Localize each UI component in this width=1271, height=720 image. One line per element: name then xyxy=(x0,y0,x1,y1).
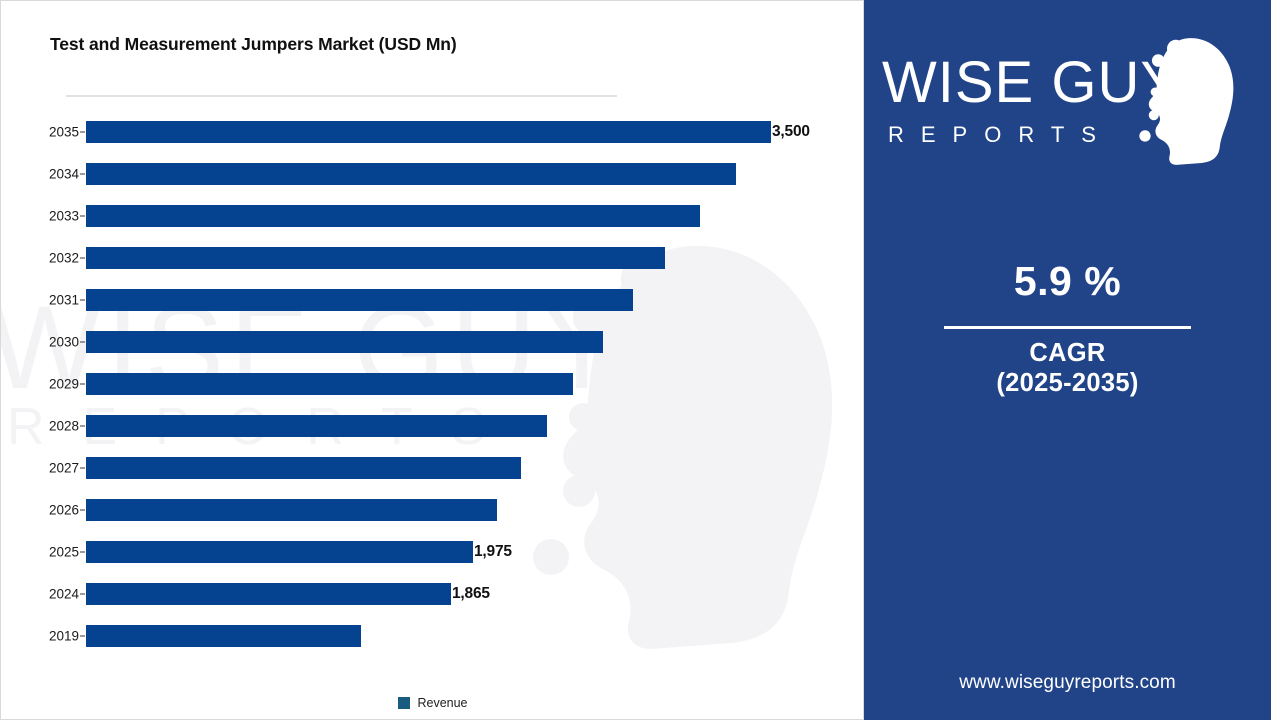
axis-tick xyxy=(80,551,85,553)
bar-2033[interactable] xyxy=(86,205,700,227)
axis-tick xyxy=(80,593,85,595)
brand-logo: WISE GUY REPORTS xyxy=(864,38,1271,168)
cagr-value: 5.9 % xyxy=(1013,258,1122,304)
axis-tick xyxy=(80,215,85,217)
website-url: www.wiseguyreports.com xyxy=(959,672,1176,693)
category-label-2025: 2025 xyxy=(48,544,79,560)
bar-2029[interactable] xyxy=(86,373,573,395)
chart-bar-row: 2026 xyxy=(1,489,863,531)
category-label-2024: 2024 xyxy=(48,586,79,602)
bar-chart-plot: 2035 3,500 2034 2033 2032 2031 2030 2029 2028 202… xyxy=(1,111,863,661)
logo-wordmark-line1: WISE GUY xyxy=(882,50,1181,115)
bar-value-label-2024: 1,865 xyxy=(452,585,490,602)
category-label-2033: 2033 xyxy=(48,208,79,224)
axis-tick xyxy=(80,131,85,133)
bar-2031[interactable] xyxy=(86,289,633,311)
logo-wordmark-line2: REPORTS xyxy=(888,122,1113,147)
title-divider xyxy=(66,95,617,97)
bar-2026[interactable] xyxy=(86,499,497,521)
axis-tick xyxy=(80,383,85,385)
chart-bar-row: 2034 xyxy=(1,153,863,195)
category-label-2019: 2019 xyxy=(48,628,79,644)
chart-title: Test and Measurement Jumpers Market (USD… xyxy=(50,34,457,54)
chart-bar-row: 2029 xyxy=(1,363,863,405)
chart-bar-row: 2025 1,975 xyxy=(1,531,863,573)
bar-2030[interactable] xyxy=(86,331,603,353)
category-label-2032: 2032 xyxy=(48,250,79,266)
category-label-2034: 2034 xyxy=(48,166,79,182)
axis-tick xyxy=(80,467,85,469)
bar-2034[interactable] xyxy=(86,163,736,185)
chart-bar-row: 2027 xyxy=(1,447,863,489)
axis-tick xyxy=(80,173,85,175)
category-label-2029: 2029 xyxy=(48,376,79,392)
bar-value-label-2035: 3,500 xyxy=(772,123,810,140)
cagr-caption-line1: CAGR xyxy=(1029,339,1106,367)
chart-bar-row: 2030 xyxy=(1,321,863,363)
chart-bar-row: 2032 xyxy=(1,237,863,279)
category-label-2027: 2027 xyxy=(48,460,79,476)
axis-tick xyxy=(80,299,85,301)
axis-tick xyxy=(80,257,85,259)
cagr-caption: CAGR (2025-2035) xyxy=(864,338,1271,398)
bar-2025[interactable] xyxy=(86,541,473,563)
bar-2027[interactable] xyxy=(86,457,521,479)
category-label-2028: 2028 xyxy=(48,418,79,434)
bar-2028[interactable] xyxy=(86,415,547,437)
bar-2032[interactable] xyxy=(86,247,665,269)
side-panel: WISE GUY REPORTS xyxy=(864,0,1271,720)
bar-value-label-2025: 1,975 xyxy=(474,543,512,560)
bar-2024[interactable] xyxy=(86,583,451,605)
category-label-2030: 2030 xyxy=(48,334,79,350)
category-label-2026: 2026 xyxy=(48,502,79,518)
cagr-caption-line2: (2025-2035) xyxy=(996,369,1139,398)
bar-2019[interactable] xyxy=(86,625,361,647)
chart-legend: Revenue xyxy=(1,696,863,710)
axis-tick xyxy=(80,425,85,427)
logo-head-profile-icon xyxy=(1139,38,1234,165)
chart-bar-row: 2031 xyxy=(1,279,863,321)
axis-tick xyxy=(80,635,85,637)
axis-tick xyxy=(80,341,85,343)
chart-card: WISE GUY REPORTS xyxy=(0,0,864,720)
axis-tick xyxy=(80,509,85,511)
legend-swatch-revenue xyxy=(398,697,411,709)
cagr-divider xyxy=(944,326,1191,329)
chart-bar-row: 2028 xyxy=(1,405,863,447)
chart-bar-row: 2024 1,865 xyxy=(1,573,863,615)
bar-2035[interactable] xyxy=(86,121,771,143)
legend-label-revenue: Revenue xyxy=(417,696,468,710)
category-label-2035: 2035 xyxy=(48,124,79,140)
chart-bar-row: 2033 xyxy=(1,195,863,237)
chart-bar-row: 2035 3,500 xyxy=(1,111,863,153)
chart-bar-row: 2019 xyxy=(1,615,863,657)
category-label-2031: 2031 xyxy=(48,292,79,308)
